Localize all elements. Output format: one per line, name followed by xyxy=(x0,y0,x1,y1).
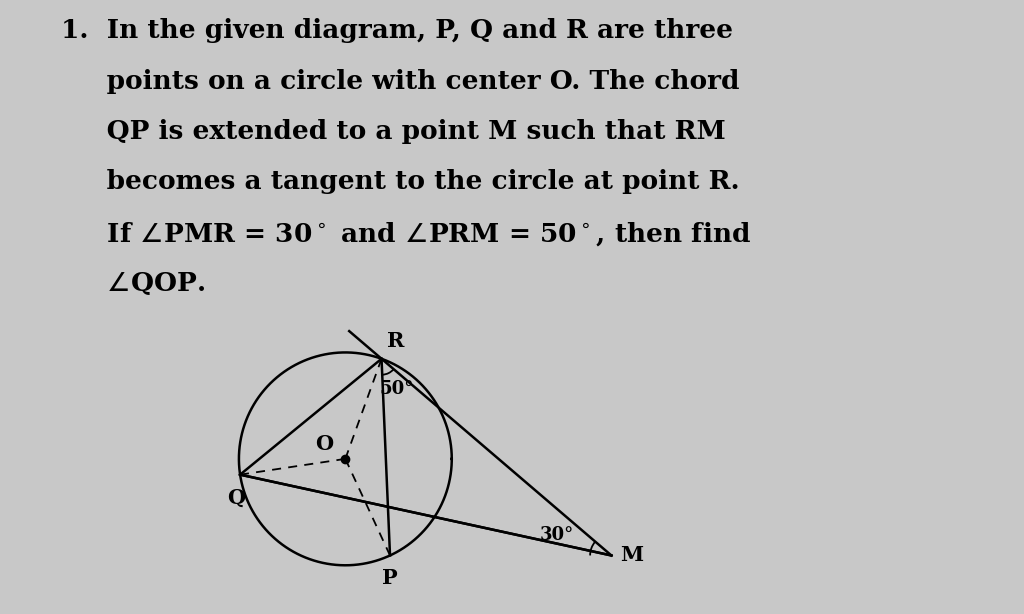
Text: Q: Q xyxy=(226,488,245,507)
Text: 1.  In the given diagram, P, Q and R are three: 1. In the given diagram, P, Q and R are … xyxy=(60,18,732,44)
Text: R: R xyxy=(387,332,404,351)
Text: $\angle$QOP.: $\angle$QOP. xyxy=(60,270,205,297)
Text: becomes a tangent to the circle at point R.: becomes a tangent to the circle at point… xyxy=(60,169,739,195)
Text: If $\angle$PMR = 30$^\circ$ and $\angle$PRM = 50$^\circ$, then find: If $\angle$PMR = 30$^\circ$ and $\angle$… xyxy=(60,220,751,247)
Text: points on a circle with center O. The chord: points on a circle with center O. The ch… xyxy=(60,69,739,94)
Text: 50°: 50° xyxy=(379,381,414,398)
Text: O: O xyxy=(315,433,333,454)
Text: QP is extended to a point M such that RM: QP is extended to a point M such that RM xyxy=(60,119,725,144)
Text: M: M xyxy=(620,545,643,565)
Text: 30°: 30° xyxy=(540,526,573,544)
Text: P: P xyxy=(382,568,398,588)
